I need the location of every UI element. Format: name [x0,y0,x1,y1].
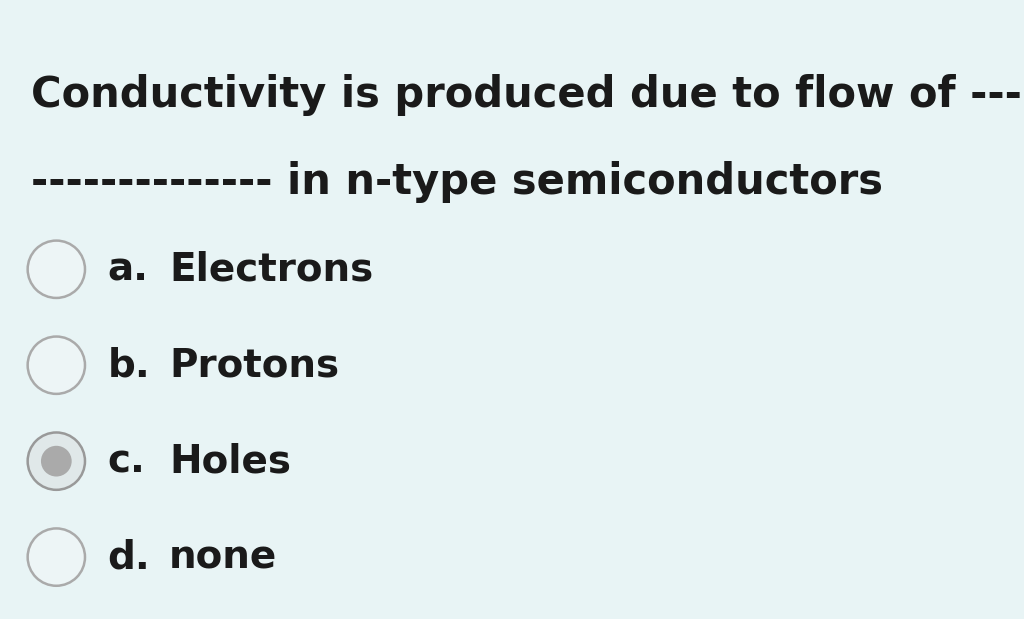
Ellipse shape [28,241,85,298]
Text: c.: c. [108,442,145,480]
Text: -------------- in n-type semiconductors: -------------- in n-type semiconductors [31,161,883,203]
Text: Holes: Holes [169,442,291,480]
Text: Electrons: Electrons [169,250,373,288]
Text: none: none [169,538,278,576]
Text: b.: b. [108,346,151,384]
Ellipse shape [28,529,85,586]
Ellipse shape [28,433,85,490]
Ellipse shape [28,337,85,394]
Text: a.: a. [108,250,148,288]
Ellipse shape [41,446,72,477]
Text: d.: d. [108,538,151,576]
Text: Conductivity is produced due to flow of --------: Conductivity is produced due to flow of … [31,74,1024,116]
Text: Protons: Protons [169,346,339,384]
